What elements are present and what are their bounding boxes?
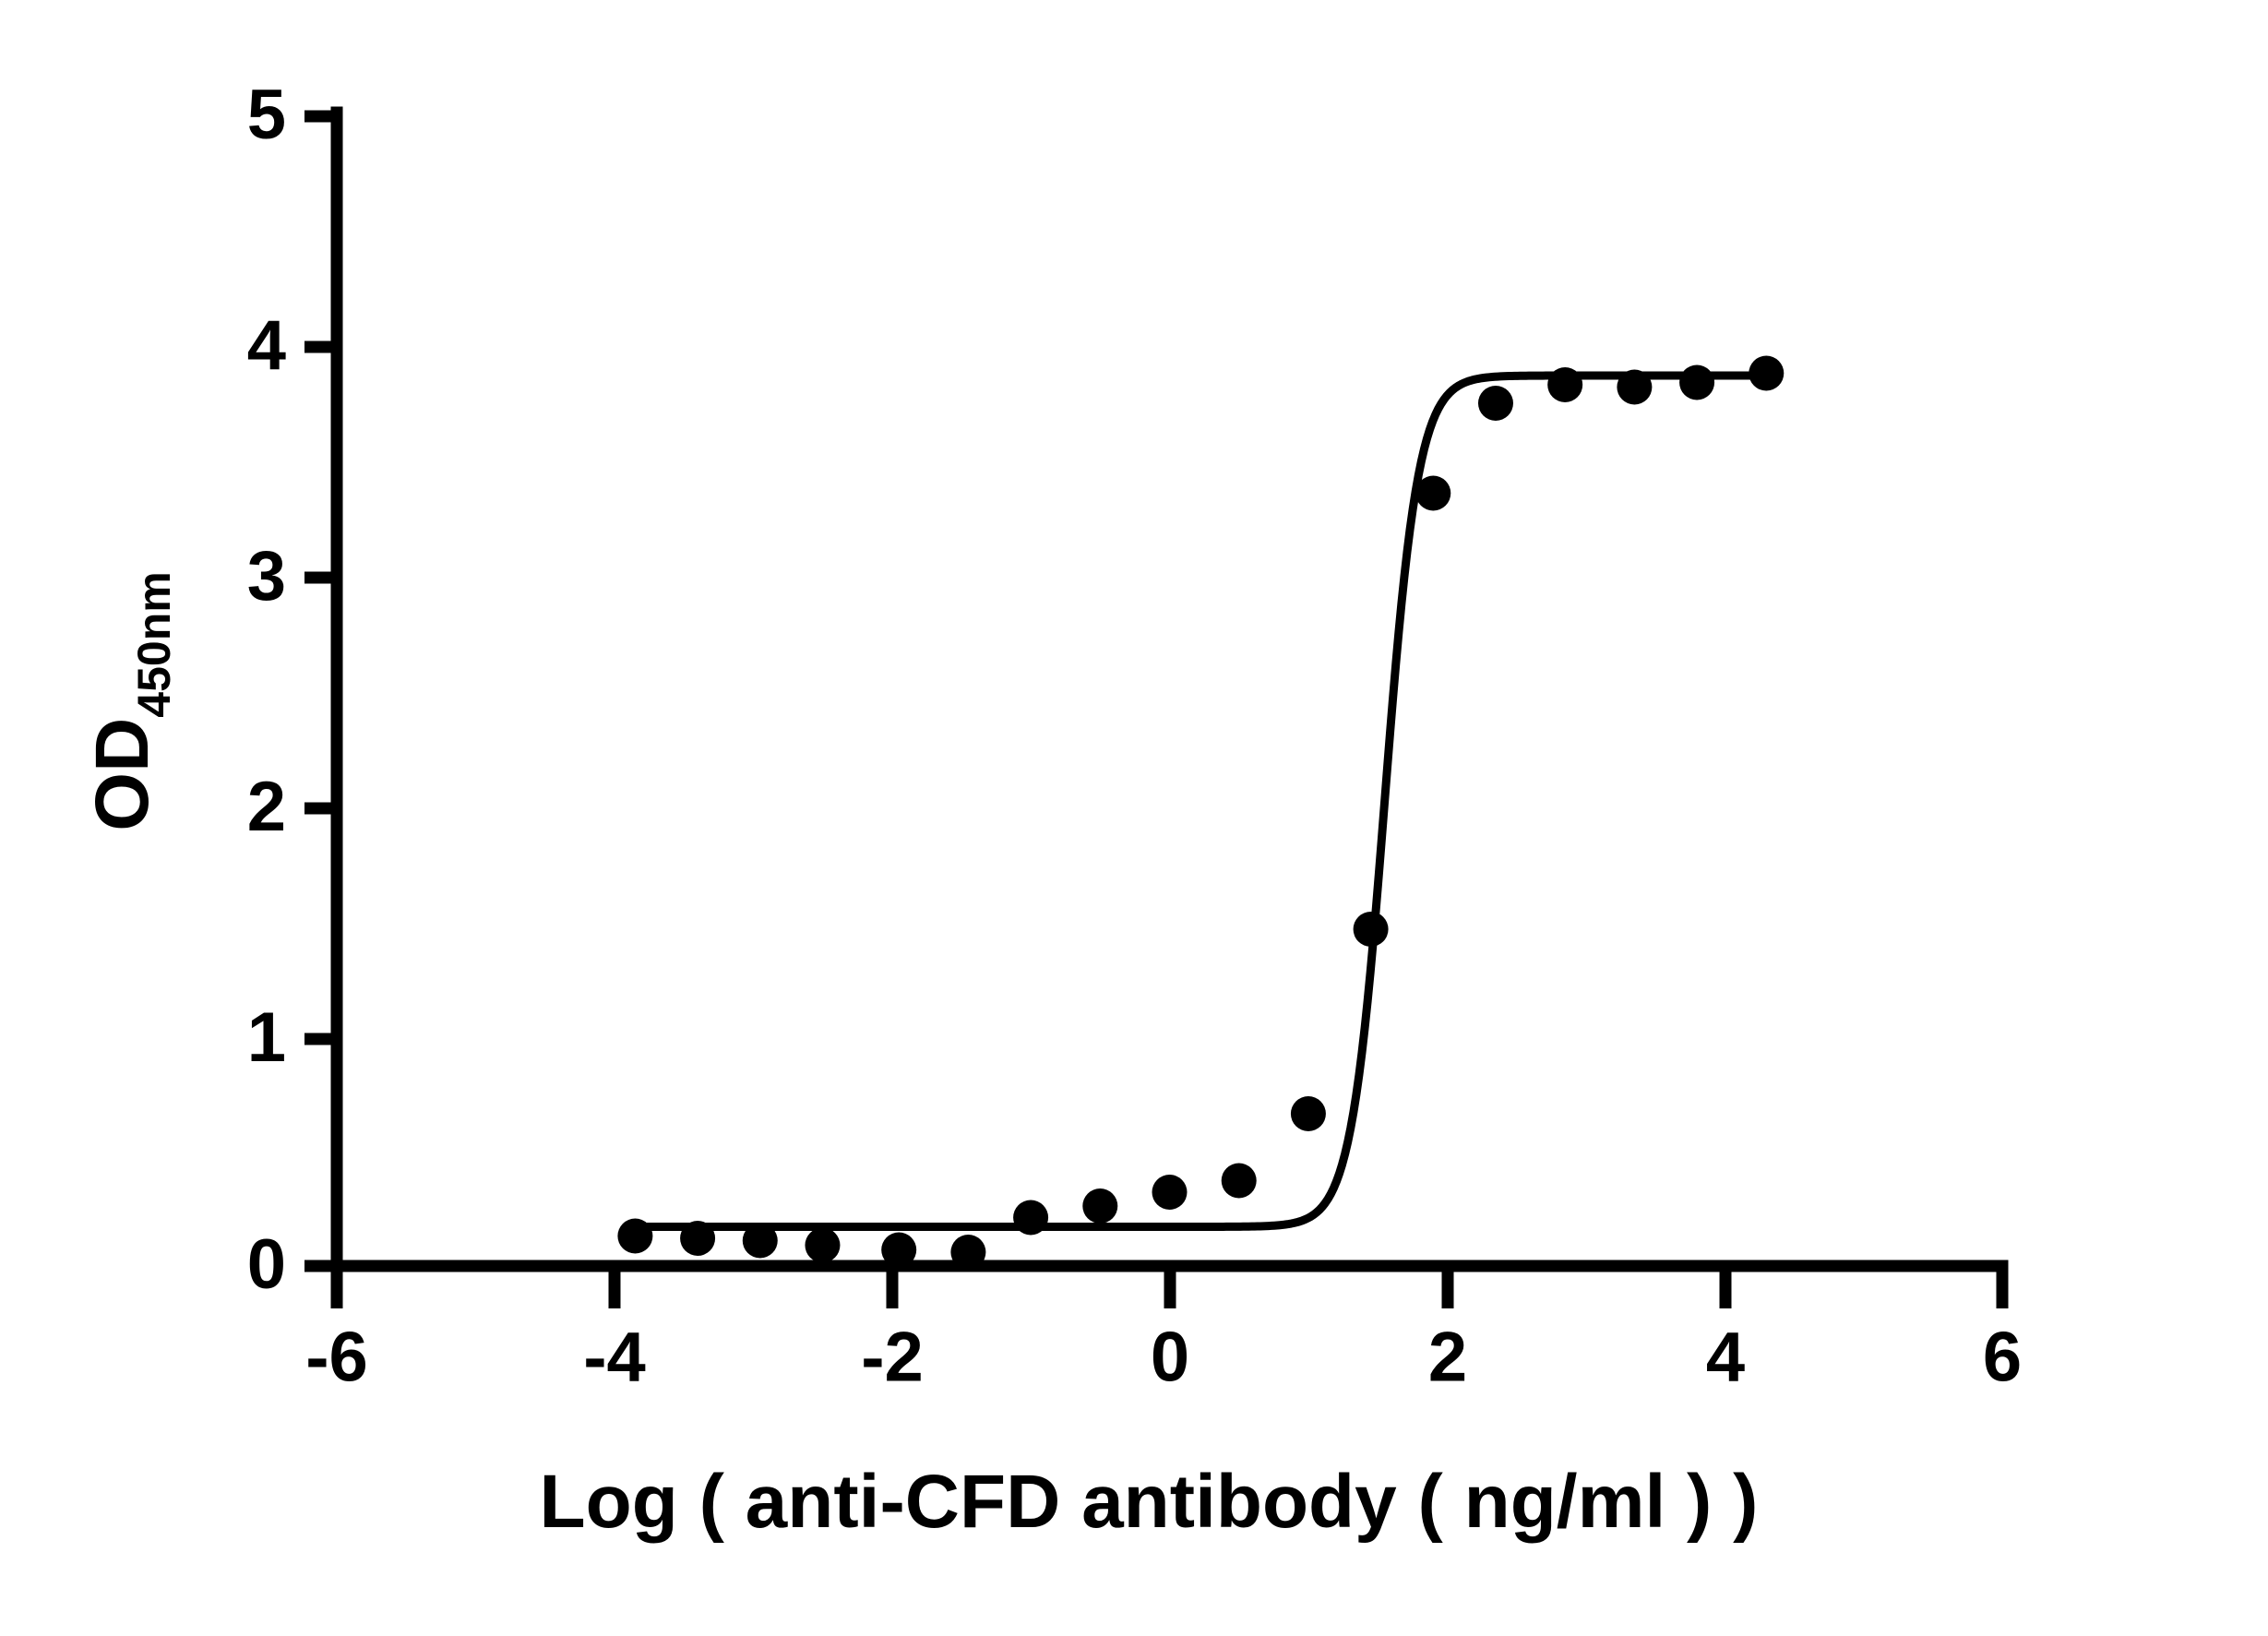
y-axis-title-main: OD [80, 718, 164, 831]
x-tick-label-minus2: -2 [861, 1318, 924, 1396]
data-point [1013, 1200, 1049, 1236]
x-tick-label-0: 0 [1151, 1318, 1189, 1396]
y-axis-title: OD450nm [80, 571, 180, 830]
data-point [680, 1221, 716, 1256]
data-point [881, 1232, 917, 1268]
data-point [1477, 386, 1513, 421]
data-point [1547, 367, 1583, 402]
data-point [1679, 364, 1715, 400]
x-axis-tick-labels: -6 -4 -2 0 2 4 6 [305, 1318, 2022, 1396]
x-axis-ticks [330, 1266, 2009, 1308]
data-point [1152, 1175, 1188, 1210]
y-axis-tick-labels: 5 4 3 2 1 0 [247, 76, 286, 1304]
data-point [1082, 1188, 1118, 1224]
data-point [1415, 475, 1451, 511]
data-point [1617, 369, 1653, 405]
x-axis-title: Log ( anti-CFD antibody ( ng/ml ) ) [540, 1460, 1759, 1544]
y-tick-label-2: 2 [247, 768, 286, 846]
y-tick-label-0: 0 [247, 1225, 286, 1304]
x-tick-label-minus4: -4 [583, 1318, 646, 1396]
x-tick-label-2: 2 [1428, 1318, 1467, 1396]
y-axis-ticks [304, 110, 337, 1272]
data-point [617, 1218, 653, 1254]
svg-text:OD450nm: OD450nm [80, 571, 180, 830]
data-point-series [617, 355, 1785, 1270]
data-point [1353, 912, 1389, 947]
x-tick-label-4: 4 [1706, 1318, 1745, 1396]
fitted-dose-response-curve [630, 371, 1771, 1231]
data-point [950, 1235, 986, 1270]
data-point [805, 1227, 841, 1263]
data-point [742, 1223, 778, 1259]
y-tick-label-1: 1 [247, 998, 286, 1077]
y-tick-label-3: 3 [247, 537, 286, 615]
x-tick-label-6: 6 [1983, 1318, 2022, 1396]
y-tick-label-4: 4 [247, 306, 286, 385]
y-tick-label-5: 5 [247, 76, 286, 154]
data-point [1290, 1096, 1326, 1131]
data-point [1221, 1163, 1257, 1199]
data-point [1749, 355, 1785, 391]
y-axis-title-subscript: 450nm [128, 571, 180, 717]
x-tick-label-minus6: -6 [305, 1318, 368, 1396]
